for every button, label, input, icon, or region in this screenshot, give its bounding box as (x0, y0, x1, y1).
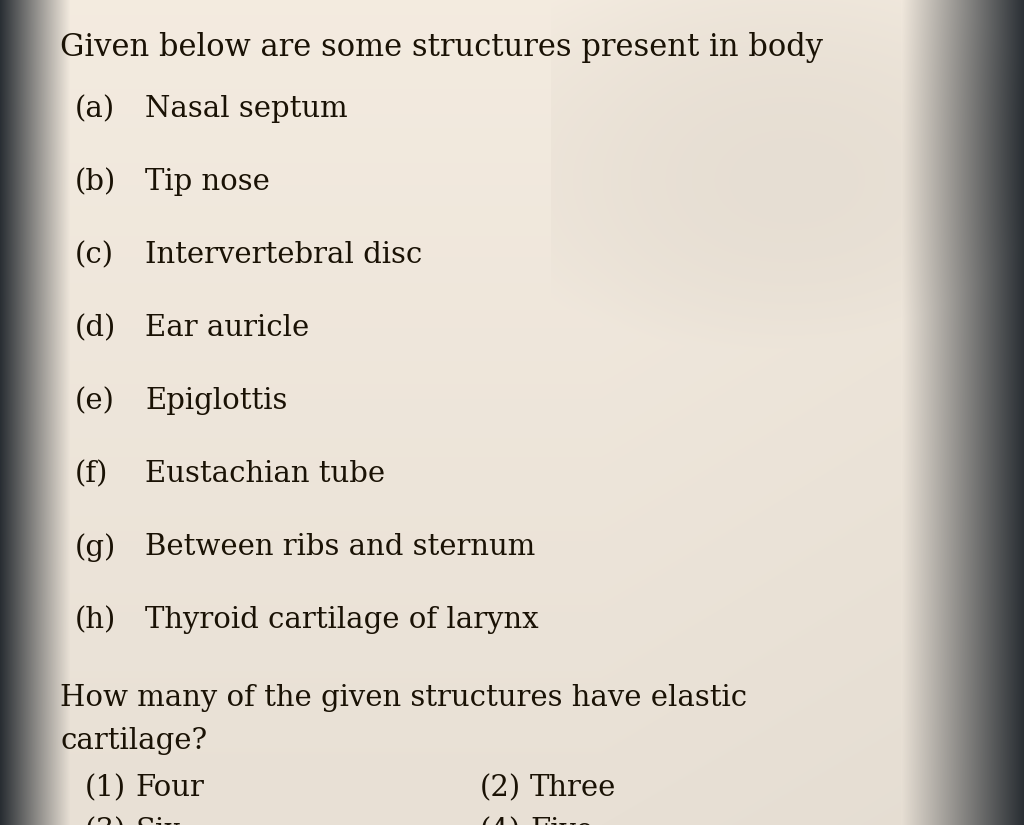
Text: Four: Four (135, 774, 204, 802)
Text: (b): (b) (75, 168, 117, 196)
Text: Five: Five (530, 817, 593, 825)
Text: Given below are some structures present in body: Given below are some structures present … (60, 32, 823, 63)
Text: (e): (e) (75, 387, 115, 415)
Text: Tip nose: Tip nose (145, 168, 270, 196)
Text: (h): (h) (75, 606, 117, 634)
Text: How many of the given structures have elastic: How many of the given structures have el… (60, 684, 748, 712)
Text: (f): (f) (75, 460, 109, 488)
Text: Nasal septum: Nasal septum (145, 95, 347, 123)
Text: Thyroid cartilage of larynx: Thyroid cartilage of larynx (145, 606, 539, 634)
Text: cartilage?: cartilage? (60, 727, 207, 755)
Text: (c): (c) (75, 241, 114, 269)
Text: (4): (4) (480, 817, 521, 825)
Text: Intervertebral disc: Intervertebral disc (145, 241, 422, 269)
Text: Epiglottis: Epiglottis (145, 387, 288, 415)
Text: Three: Three (530, 774, 616, 802)
Text: (d): (d) (75, 314, 117, 342)
Text: (1): (1) (85, 774, 126, 802)
Text: Eustachian tube: Eustachian tube (145, 460, 385, 488)
Text: (2): (2) (480, 774, 521, 802)
Text: (g): (g) (75, 533, 117, 562)
Text: (3): (3) (85, 817, 126, 825)
Text: Between ribs and sternum: Between ribs and sternum (145, 533, 536, 561)
Text: (a): (a) (75, 95, 115, 123)
Text: Ear auricle: Ear auricle (145, 314, 309, 342)
Text: Six: Six (135, 817, 181, 825)
